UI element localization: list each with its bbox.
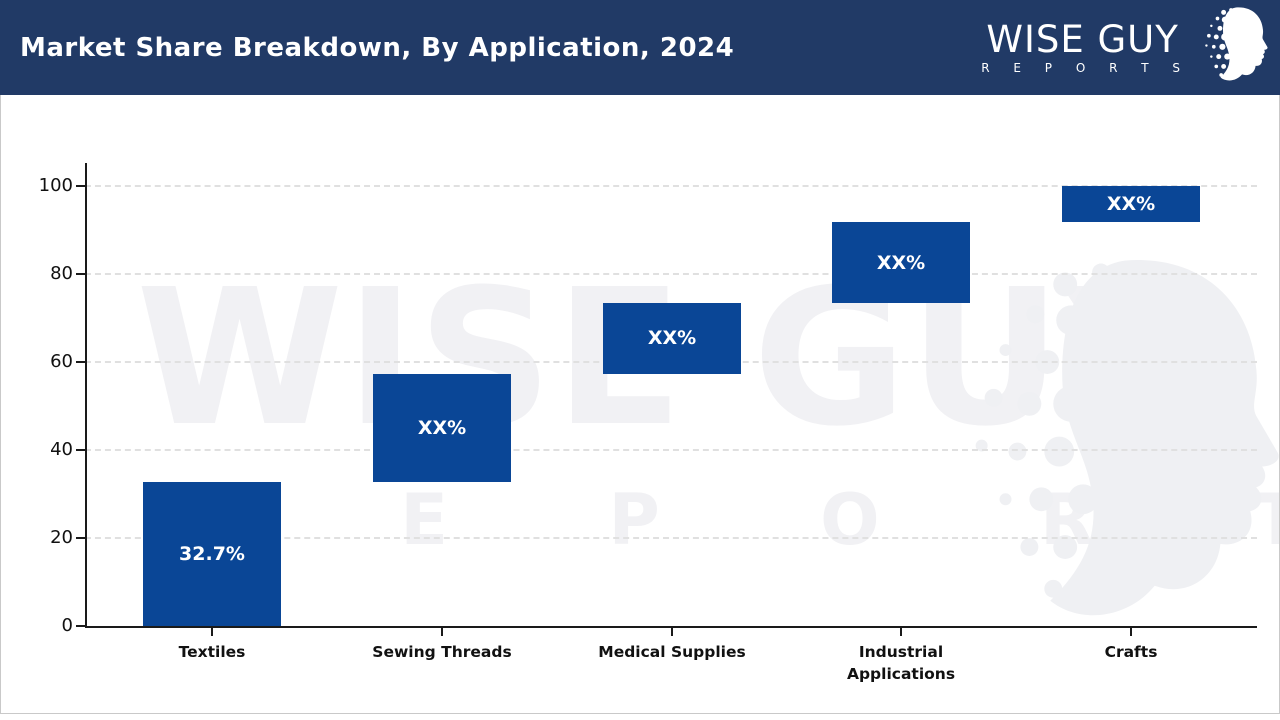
y-axis-tick (76, 273, 85, 275)
x-axis-tick (211, 628, 213, 636)
y-axis-tick (76, 537, 85, 539)
logo-face-icon (1192, 5, 1270, 91)
x-axis-tick (1130, 628, 1132, 636)
bar-value-label: XX% (417, 416, 467, 439)
y-tick-label: 80 (50, 263, 73, 284)
wiseguy-logo: WISE GUY R E P O R T S (975, 0, 1270, 95)
chart-panel: WISE GUY R E P O R T S 02040608010032.7%… (0, 95, 1280, 714)
bar-segment: XX% (832, 222, 970, 304)
y-tick-label: 100 (38, 175, 73, 196)
gridline (85, 449, 1257, 451)
y-axis-tick (76, 625, 85, 627)
bar-segment: 32.7% (143, 482, 281, 626)
bar-value-label: 32.7% (179, 543, 245, 566)
bar-segment: XX% (1062, 186, 1200, 223)
bar-segment: XX% (373, 373, 511, 483)
gridline (85, 273, 1257, 275)
y-axis-tick (76, 361, 85, 363)
y-axis-tick (76, 449, 85, 451)
wiseguy-logo-text: WISE GUY R E P O R T S (975, 21, 1190, 74)
x-axis-tick (671, 628, 673, 636)
bar-value-label: XX% (876, 251, 926, 274)
gridline (85, 185, 1257, 187)
y-tick-label: 0 (61, 615, 73, 636)
y-tick-label: 40 (50, 439, 73, 460)
y-tick-label: 20 (50, 527, 73, 548)
x-category-label: Sewing Threads (372, 643, 512, 661)
logo-wordmark: WISE GUY (986, 18, 1179, 61)
gridline (85, 537, 1257, 539)
bar-value-label: XX% (1106, 193, 1156, 216)
chart-title: Market Share Breakdown, By Application, … (20, 32, 735, 63)
x-category-label: Medical Supplies (598, 643, 746, 661)
x-category-label: Textiles (178, 643, 246, 661)
x-axis-line (85, 626, 1257, 628)
y-axis-tick (76, 185, 85, 187)
x-category-label: Industrial Applications (846, 643, 956, 684)
y-tick-label: 60 (50, 351, 73, 372)
bar-segment: XX% (603, 303, 741, 374)
x-axis-tick (900, 628, 902, 636)
watermark-face-icon (916, 205, 1279, 710)
y-axis-line (85, 163, 87, 628)
logo-subtitle: R E P O R T S (981, 61, 1190, 75)
x-category-label: Crafts (1104, 643, 1158, 661)
header-bar: Market Share Breakdown, By Application, … (0, 0, 1280, 95)
bar-value-label: XX% (647, 327, 697, 350)
x-axis-tick (441, 628, 443, 636)
